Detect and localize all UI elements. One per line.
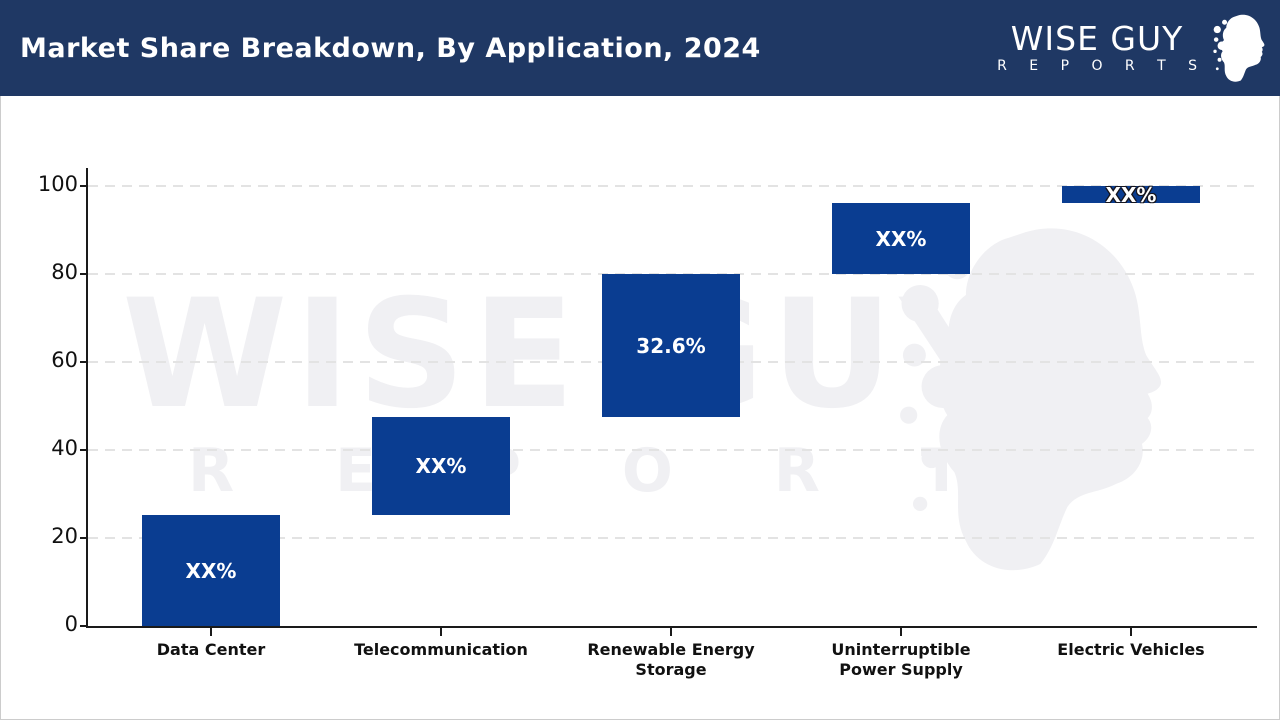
- bar-value-label-data-center: XX%: [185, 558, 237, 583]
- gridline-20: [88, 537, 1257, 539]
- x-category-label-data-center: Data Center: [156, 640, 266, 659]
- x-tick-electric-vehicles: [1130, 628, 1132, 636]
- logo-subtitle: R E P O R T S: [997, 58, 1206, 74]
- wiseguy-logo: WISE GUY R E P O R T S: [988, 10, 1266, 86]
- y-axis-line: [86, 168, 88, 628]
- y-tick-label-60: 60: [51, 348, 78, 372]
- bar-telecommunication: [372, 417, 510, 516]
- y-tick-label-0: 0: [64, 612, 78, 636]
- y-tick-40: [80, 449, 88, 451]
- y-tick-label-20: 20: [51, 524, 78, 548]
- y-tick-label-80: 80: [51, 260, 78, 284]
- x-category-label-electric-vehicles: Electric Vehicles: [1057, 640, 1205, 659]
- logo-text: WISE GUY R E P O R T S: [988, 19, 1206, 75]
- bar-value-label-electric-vehicles: XX%: [1105, 182, 1157, 207]
- watermark-wordmark: WISE GUY: [122, 268, 1016, 442]
- x-tick-uninterruptible-power-supply: [900, 628, 902, 636]
- y-tick-60: [80, 361, 88, 363]
- x-category-label-uninterruptible-power-supply: Uninterruptible Power Supply: [831, 640, 971, 679]
- gridline-40: [88, 449, 1257, 451]
- logo-wordmark: WISE GUY: [1010, 19, 1184, 58]
- watermark-face-icon: [900, 228, 1162, 571]
- bar-value-label-renewable-energy-storage: 32.6%: [636, 333, 706, 358]
- gridline-100: [88, 185, 1257, 187]
- y-tick-20: [80, 537, 88, 539]
- y-tick-0: [80, 625, 88, 627]
- bar-value-label-telecommunication: XX%: [415, 454, 467, 479]
- y-tick-label-40: 40: [51, 436, 78, 460]
- logo-face-icon: [1213, 14, 1265, 82]
- x-category-label-renewable-energy-storage: Renewable Energy Storage: [587, 640, 755, 679]
- y-tick-label-100: 100: [37, 172, 78, 196]
- page-title: Market Share Breakdown, By Application, …: [20, 32, 761, 64]
- y-tick-100: [80, 185, 88, 187]
- bar-renewable-energy-storage: [602, 274, 740, 418]
- bar-electric-vehicles: [1062, 186, 1200, 204]
- bar-uninterruptible-power-supply: [832, 203, 970, 274]
- x-tick-renewable-energy-storage: [670, 628, 672, 636]
- x-tick-telecommunication: [440, 628, 442, 636]
- x-tick-data-center: [210, 628, 212, 636]
- bar-data-center: [142, 515, 280, 626]
- header: Market Share Breakdown, By Application, …: [0, 0, 1280, 96]
- y-tick-80: [80, 273, 88, 275]
- x-axis-line: [86, 626, 1257, 628]
- bar-value-label-uninterruptible-power-supply: XX%: [875, 226, 927, 251]
- x-category-label-telecommunication: Telecommunication: [354, 640, 528, 659]
